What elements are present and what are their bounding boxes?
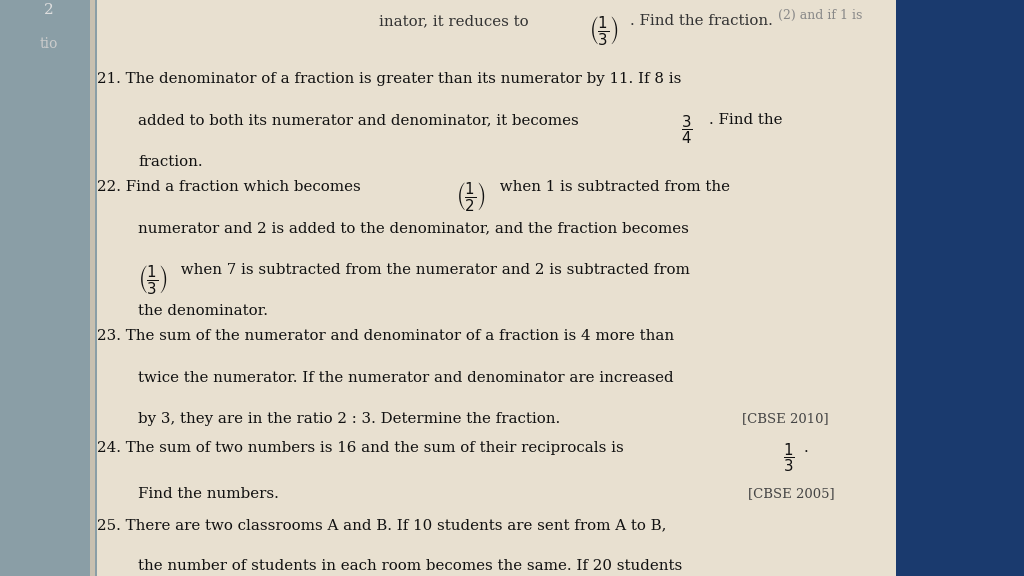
Text: when 7 is subtracted from the numerator and 2 is subtracted from: when 7 is subtracted from the numerator … — [176, 263, 690, 277]
Text: twice the numerator. If the numerator and denominator are increased: twice the numerator. If the numerator an… — [138, 370, 674, 385]
Text: 25. There are two classrooms A and B. If 10 students are sent from A to B,: 25. There are two classrooms A and B. If… — [97, 518, 667, 532]
Text: $\dfrac{1}{3}$: $\dfrac{1}{3}$ — [783, 441, 795, 474]
Text: added to both its numerator and denominator, it becomes: added to both its numerator and denomina… — [138, 113, 584, 127]
Text: 22. Find a fraction which becomes: 22. Find a fraction which becomes — [97, 180, 366, 194]
Text: 23. The sum of the numerator and denominator of a fraction is 4 more than: 23. The sum of the numerator and denomin… — [97, 329, 675, 343]
FancyBboxPatch shape — [92, 0, 911, 576]
Text: 24. The sum of two numbers is 16 and the sum of their reciprocals is: 24. The sum of two numbers is 16 and the… — [97, 441, 629, 455]
Text: when 1 is subtracted from the: when 1 is subtracted from the — [495, 180, 729, 194]
Text: . Find the: . Find the — [709, 113, 782, 127]
FancyBboxPatch shape — [0, 0, 97, 576]
Text: . Find the fraction.: . Find the fraction. — [630, 14, 773, 28]
Text: Find the numbers.: Find the numbers. — [138, 487, 280, 501]
Text: 21. The denominator of a fraction is greater than its numerator by 11. If 8 is: 21. The denominator of a fraction is gre… — [97, 72, 682, 86]
Text: tio: tio — [40, 37, 58, 51]
Text: fraction.: fraction. — [138, 155, 203, 169]
Text: $\left(\dfrac{1}{3}\right)$: $\left(\dfrac{1}{3}\right)$ — [138, 263, 168, 295]
Text: $\left(\dfrac{1}{3}\right)$: $\left(\dfrac{1}{3}\right)$ — [589, 14, 618, 47]
Text: numerator and 2 is added to the denominator, and the fraction becomes: numerator and 2 is added to the denomina… — [138, 221, 689, 236]
Text: the number of students in each room becomes the same. If 20 students: the number of students in each room beco… — [138, 559, 682, 573]
Text: (2) and if 1 is: (2) and if 1 is — [778, 9, 862, 22]
FancyBboxPatch shape — [896, 0, 1024, 576]
Text: inator, it reduces to: inator, it reduces to — [379, 14, 534, 28]
Text: $\left(\dfrac{1}{2}\right)$: $\left(\dfrac{1}{2}\right)$ — [456, 180, 485, 213]
FancyBboxPatch shape — [90, 0, 95, 576]
Text: by 3, they are in the ratio 2 : 3. Determine the fraction.: by 3, they are in the ratio 2 : 3. Deter… — [138, 412, 560, 426]
Text: [CBSE 2010]: [CBSE 2010] — [742, 412, 829, 425]
Text: .: . — [804, 441, 809, 455]
Text: the denominator.: the denominator. — [138, 304, 268, 319]
Text: $\dfrac{3}{4}$: $\dfrac{3}{4}$ — [681, 113, 692, 146]
Text: 2: 2 — [44, 3, 54, 17]
Text: [CBSE 2005]: [CBSE 2005] — [748, 487, 835, 500]
